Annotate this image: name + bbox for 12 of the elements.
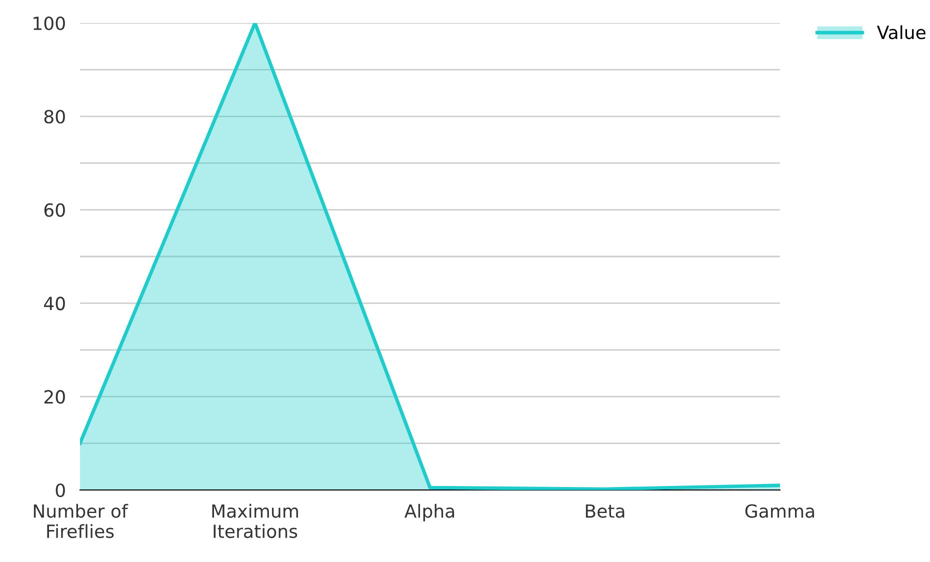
legend-label: Value <box>876 25 926 40</box>
x-tick-label: Maximum Iterations <box>212 504 298 538</box>
x-tick-label: Number of Fireflies <box>34 504 128 538</box>
y-tick-label: 20 <box>44 390 65 404</box>
x-tick-label: Alpha <box>404 504 454 522</box>
x-tick-label: Gamma <box>745 504 814 518</box>
y-tick-label: 0 <box>56 483 65 498</box>
y-tick-label: 80 <box>44 110 65 124</box>
x-tick-label: Beta <box>586 504 624 518</box>
y-tick-label: 100 <box>34 16 65 30</box>
y-tick-label: 60 <box>44 203 65 217</box>
y-tick-label: 40 <box>44 296 65 310</box>
